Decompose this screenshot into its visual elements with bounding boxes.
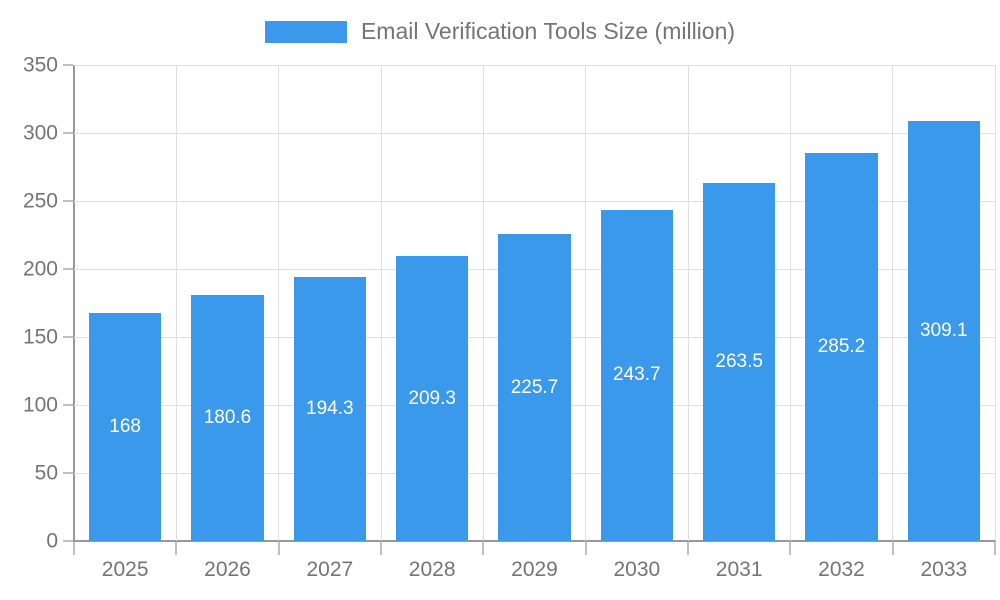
bar: 194.3 — [293, 276, 367, 541]
y-axis-label: 150 — [22, 325, 58, 349]
x-axis-label: 2031 — [715, 558, 763, 581]
bar: 243.7 — [600, 209, 674, 541]
x-gridline — [789, 65, 791, 541]
bar-value-label: 243.7 — [613, 364, 661, 386]
bar-value-label: 285.2 — [817, 336, 866, 358]
bar: 209.3 — [395, 256, 469, 541]
x-tick-mark — [73, 542, 75, 555]
bar: 285.2 — [805, 153, 878, 541]
y-axis-label: 300 — [22, 121, 58, 145]
plot-area: 0 50 100 150 200 250 300 350 168 2025 180.6 2026 194… — [23, 55, 996, 581]
x-gridline — [994, 65, 996, 541]
x-gridline — [175, 65, 177, 541]
x-axis-label: 2025 — [101, 558, 149, 581]
x-tick-mark — [277, 542, 280, 555]
x-axis-label: 2029 — [511, 558, 558, 581]
y-gridline — [74, 200, 995, 202]
bar-value-label: 180.6 — [203, 407, 252, 429]
x-tick-mark — [380, 542, 382, 555]
y-gridline — [74, 64, 995, 66]
y-tick-mark — [63, 64, 73, 66]
bar-value-label: 309.1 — [920, 319, 968, 341]
x-tick-mark — [789, 542, 792, 555]
bar-value-label: 209.3 — [408, 387, 456, 409]
y-axis-label: 50 — [34, 461, 58, 485]
bar: 225.7 — [498, 234, 571, 541]
x-gridline — [585, 65, 587, 541]
x-tick-mark — [994, 542, 996, 555]
bar-value-label: 225.7 — [510, 376, 559, 398]
y-axis-line — [73, 65, 75, 541]
x-tick-mark — [687, 542, 689, 555]
legend-label: Email Verification Tools Size (million) — [360, 18, 736, 44]
bar-value-label: 263.5 — [715, 350, 763, 372]
y-tick-mark — [63, 132, 73, 134]
x-gridline — [482, 65, 484, 541]
x-axis-label: 2026 — [204, 558, 251, 581]
x-tick-mark — [891, 542, 894, 555]
x-axis-label: 2027 — [306, 558, 354, 581]
x-gridline — [380, 65, 382, 541]
x-axis-label: 2030 — [613, 558, 661, 581]
x-axis-label: 2028 — [408, 558, 456, 581]
y-axis-label: 350 — [22, 53, 58, 77]
x-gridline — [892, 65, 894, 541]
bar: 180.6 — [191, 295, 264, 541]
x-gridline — [278, 65, 280, 541]
y-axis-label: 250 — [22, 189, 58, 213]
legend-swatch — [264, 20, 347, 43]
y-tick-mark — [63, 404, 73, 406]
y-tick-mark — [63, 200, 73, 202]
bar: 263.5 — [702, 182, 776, 541]
y-gridline — [74, 132, 995, 134]
x-axis-label: 2032 — [818, 558, 865, 581]
y-axis-label: 100 — [22, 393, 58, 417]
x-axis-line — [73, 540, 996, 542]
y-axis-label: 200 — [22, 257, 58, 281]
x-tick-mark — [584, 542, 587, 555]
bar: 168 — [88, 312, 162, 541]
y-tick-mark — [63, 268, 73, 270]
y-tick-mark — [63, 472, 73, 474]
y-tick-mark — [63, 336, 73, 338]
x-gridline — [687, 65, 689, 541]
x-tick-mark — [175, 542, 178, 555]
bar-value-label: 194.3 — [306, 397, 354, 419]
bar: 309.1 — [907, 120, 981, 541]
y-axis-label: 0 — [46, 529, 58, 553]
y-tick-mark — [63, 540, 73, 542]
bar-value-label: 168 — [109, 415, 141, 437]
chart-legend: Email Verification Tools Size (million) — [0, 18, 1000, 45]
x-axis-label: 2033 — [920, 558, 968, 581]
x-tick-mark — [482, 542, 485, 555]
